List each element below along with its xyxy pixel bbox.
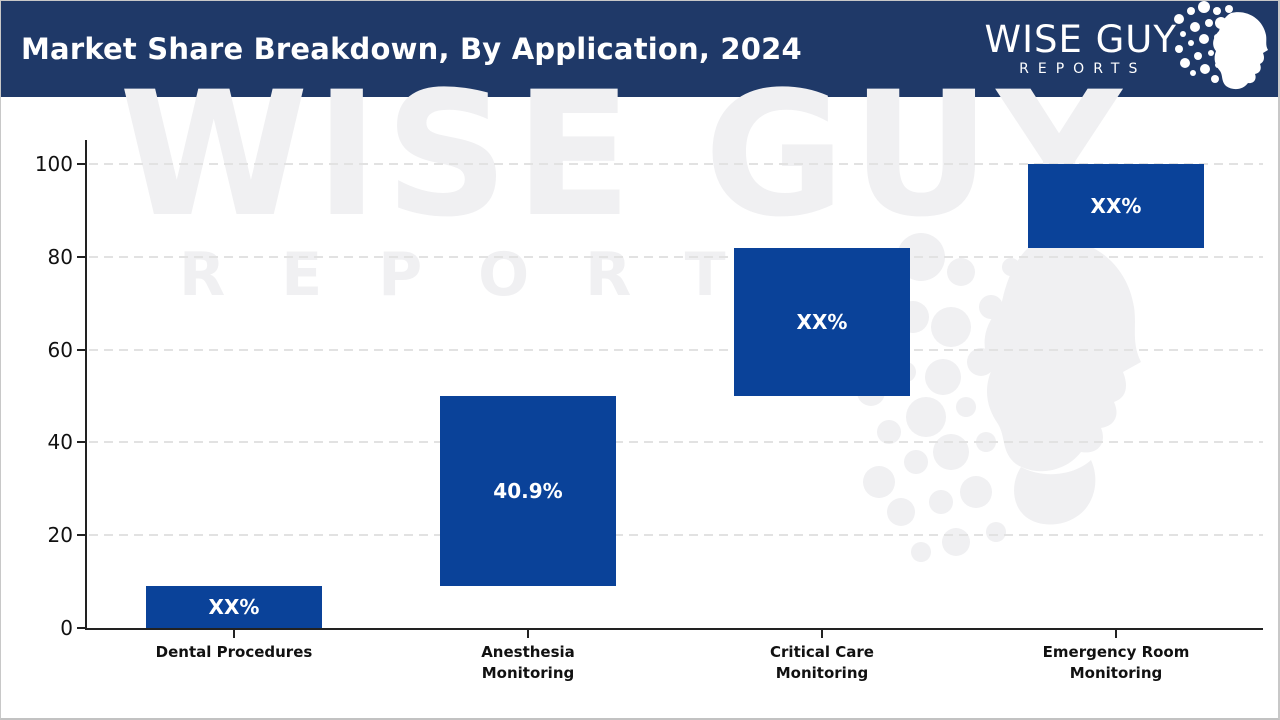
page-title: Market Share Breakdown, By Application, … [21, 32, 802, 66]
bar-anesthesia-monitoring: 40.9% [440, 396, 616, 586]
bar-dental-procedures: XX% [146, 586, 322, 628]
category-label: Dental Procedures [155, 643, 313, 661]
chart-area: WISE GUY REPORTS 0 20 40 60 80 100 XX% Dental P… [1, 54, 1278, 718]
y-tick-label: 20 [47, 523, 73, 548]
category-label: Emergency Room Monitoring [1042, 643, 1190, 682]
category-label: Anesthesia Monitoring [481, 643, 575, 682]
wise-guy-logo: WISE GUY REPORTS [984, 1, 1278, 97]
gridline [89, 163, 1263, 165]
bar-emergency-room-monitoring: XX% [1028, 164, 1204, 248]
face-profile-icon [1174, 1, 1268, 90]
y-tick-label: 60 [47, 337, 73, 362]
logo-subtitle: REPORTS [1019, 61, 1147, 77]
gridline [89, 255, 1263, 258]
x-tick [527, 630, 529, 638]
gridline [89, 348, 1263, 351]
bar-critical-care-monitoring: XX% [734, 248, 910, 396]
watermark-wordmark: WISE GUY [119, 54, 1128, 255]
y-tick [77, 441, 85, 444]
y-tick-label: 40 [47, 430, 73, 455]
category-label: Critical Care Monitoring [770, 643, 874, 682]
x-tick [1115, 630, 1117, 638]
y-tick [77, 163, 85, 165]
x-tick [233, 630, 235, 638]
y-tick-label: 0 [60, 616, 73, 640]
x-tick [821, 630, 823, 638]
y-tick [77, 348, 85, 351]
logo-wordmark: WISE GUY [984, 18, 1177, 61]
y-tick [77, 627, 85, 629]
bar-value-label: XX% [208, 595, 260, 619]
bar-value-label: XX% [1090, 194, 1142, 218]
y-tick [77, 534, 85, 537]
logo-text: WISE GUY REPORTS [984, 18, 1177, 78]
bar-value-label: XX% [796, 310, 848, 334]
gridline [89, 441, 1263, 444]
y-tick-label: 80 [47, 244, 73, 269]
gridline [89, 534, 1263, 537]
y-tick-label: 100 [34, 152, 73, 176]
y-axis [85, 140, 87, 630]
header-banner: Market Share Breakdown, By Application, … [1, 1, 1278, 97]
bar-value-label: 40.9% [493, 479, 563, 503]
x-axis [85, 628, 1263, 630]
watermark-subtitle: REPORTS [179, 240, 881, 310]
y-tick [77, 255, 85, 258]
